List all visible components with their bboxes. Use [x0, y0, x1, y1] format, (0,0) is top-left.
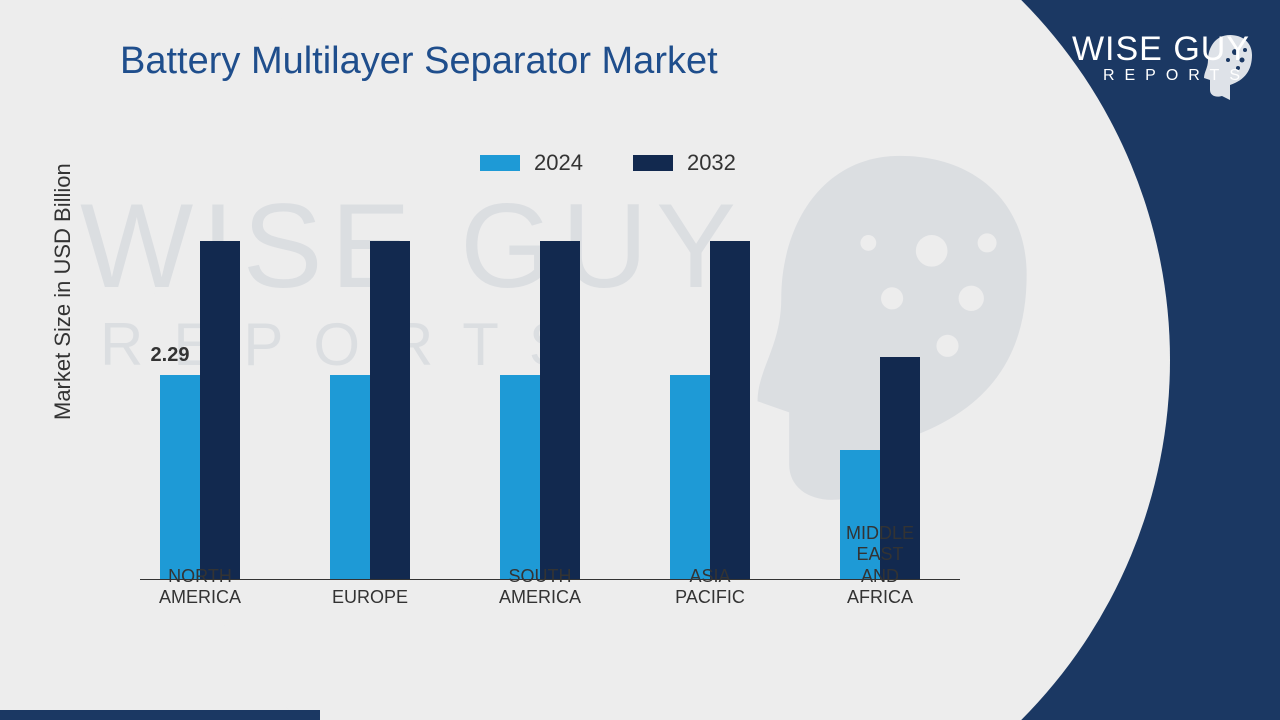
bar-group: SOUTHAMERICA	[490, 241, 590, 579]
legend-label-2024: 2024	[534, 150, 583, 176]
legend-swatch-2024	[480, 155, 520, 171]
legend-swatch-2032	[633, 155, 673, 171]
bar-2032	[540, 241, 580, 579]
bar-2024	[160, 375, 200, 579]
bar-2024	[500, 375, 540, 579]
legend-item-2032: 2032	[633, 150, 736, 176]
legend: 2024 2032	[480, 150, 736, 176]
brand-logo: WISE GUY REPORTS	[1072, 30, 1250, 85]
bar-2024	[330, 375, 370, 579]
legend-item-2024: 2024	[480, 150, 583, 176]
bar-group: ASIAPACIFIC	[660, 241, 760, 579]
logo-text-wise: WISE	[1072, 30, 1163, 68]
chart-canvas: WISE GUY REPORTS WISE GUY REPORTS Batter…	[0, 0, 1280, 720]
bar-group: MIDDLEEASTANDAFRICA	[830, 357, 930, 579]
bar-2032	[710, 241, 750, 579]
bar-group: NORTHAMERICA2.29	[150, 241, 250, 579]
bar-group: EUROPE	[320, 241, 420, 579]
category-label: SOUTHAMERICA	[460, 566, 620, 609]
category-label: MIDDLEEASTANDAFRICA	[800, 523, 960, 609]
bar-2032	[200, 241, 240, 579]
chart-title: Battery Multilayer Separator Market	[120, 40, 718, 83]
category-label: NORTHAMERICA	[120, 566, 280, 609]
bottom-accent-strip	[0, 710, 320, 720]
y-axis-label: Market Size in USD Billion	[50, 163, 76, 420]
legend-label-2032: 2032	[687, 150, 736, 176]
bar-2032	[370, 241, 410, 579]
category-label: EUROPE	[290, 587, 450, 609]
chart-area: Market Size in USD Billion 2024 2032 NOR…	[60, 150, 960, 710]
bar-value-label: 2.29	[140, 344, 200, 367]
plot-area: NORTHAMERICA2.29 EUROPE SOUTHAMERICA ASIAPA…	[140, 180, 960, 580]
logo-text-guy: GUY	[1173, 30, 1250, 68]
logo-text-reports: REPORTS	[1072, 67, 1250, 85]
category-label: ASIAPACIFIC	[630, 566, 790, 609]
bar-2024	[670, 375, 710, 579]
